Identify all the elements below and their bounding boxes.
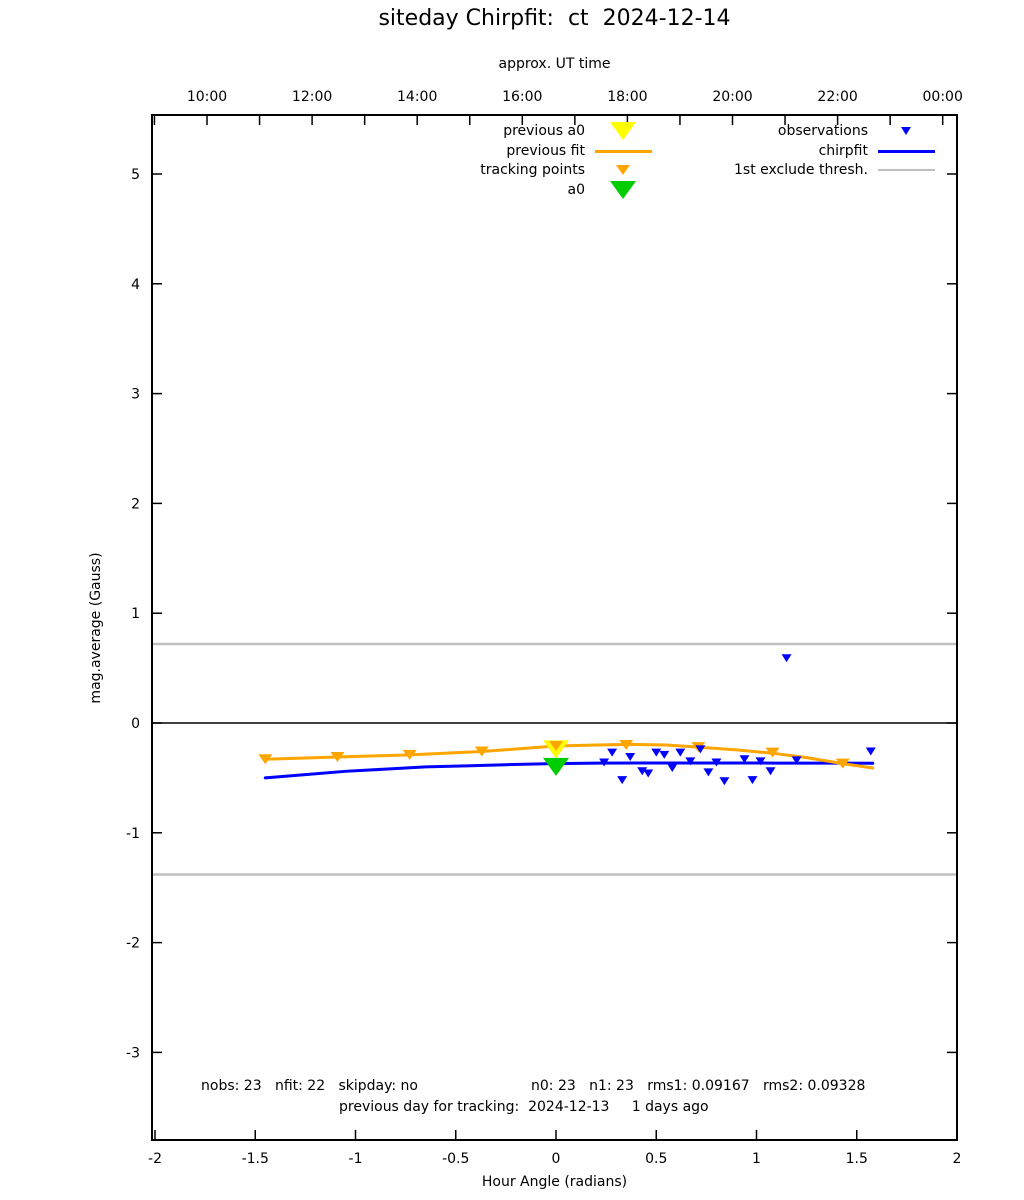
y-tick-label: 5 — [131, 167, 140, 183]
x-tick-label: -0.5 — [442, 1151, 469, 1167]
x-tick-label: 2 — [953, 1151, 962, 1167]
observations-point — [755, 757, 766, 766]
legend-label: chirpfit — [818, 143, 868, 159]
x-tick-label: -1.5 — [242, 1151, 269, 1167]
observations-point — [617, 776, 628, 785]
legend-item-exclude-thresh: 1st exclude thresh. — [528, 160, 944, 180]
top-axis-label: approx. UT time — [498, 56, 611, 72]
observations-point — [765, 767, 776, 776]
legend-label: observations — [777, 123, 868, 139]
x-tick-label: -1 — [349, 1151, 363, 1167]
observations-point — [659, 750, 670, 759]
legend-item-previous-a0: previous a0 — [245, 121, 661, 141]
x2-tick-label: 20:00 — [712, 89, 752, 105]
legend-label: 1st exclude thresh. — [734, 162, 868, 178]
x2-tick-label: 12:00 — [292, 89, 332, 105]
x2-tick-label: 14:00 — [397, 89, 437, 105]
legend-label: tracking points — [480, 162, 585, 178]
observations-point — [711, 758, 722, 767]
observations-point — [651, 748, 662, 757]
x2-tick-label: 18:00 — [607, 89, 647, 105]
y-axis-label: mag.average (Gauss) — [88, 552, 104, 704]
observations-point — [747, 776, 758, 785]
observations-point — [675, 748, 686, 757]
observations-point — [637, 767, 648, 776]
legend-label: previous a0 — [503, 123, 585, 139]
observations-point — [667, 764, 678, 773]
y-tick-label: 4 — [131, 277, 140, 293]
x2-tick-label: 00:00 — [923, 89, 963, 105]
y-tick-label: 2 — [131, 496, 140, 512]
observations-point — [719, 777, 730, 786]
triangle-down-icon — [616, 165, 630, 175]
x-tick-label: 1 — [752, 1151, 761, 1167]
observations-point — [685, 757, 696, 766]
x2-tick-label: 22:00 — [817, 89, 857, 105]
y-tick-label: 0 — [131, 716, 140, 732]
y-tick-label: -2 — [126, 936, 140, 952]
line-sample-icon — [877, 169, 935, 171]
tracking-points-point — [474, 746, 489, 757]
x-axis-label: Hour Angle (radians) — [481, 1174, 628, 1190]
observations-point — [625, 753, 636, 762]
x2-tick-label: 10:00 — [187, 89, 227, 105]
triangle-down-icon — [610, 181, 636, 199]
stats-line1-left: nobs: 23 nfit: 22 skipday: no — [201, 1078, 418, 1094]
tracking-points-point — [330, 752, 345, 763]
legend-label: previous fit — [506, 143, 585, 159]
triangle-down-icon — [901, 127, 911, 135]
legend-item-observations: observations — [528, 121, 944, 141]
observations-point — [865, 747, 876, 756]
tracking-points-point — [258, 754, 273, 765]
y-tick-label: 3 — [131, 387, 140, 403]
x-tick-label: 0 — [552, 1151, 561, 1167]
observations-point — [695, 745, 706, 754]
chart-title: siteday Chirpfit: ct 2024-12-14 — [378, 6, 731, 31]
tracking-points-point — [835, 758, 850, 769]
legend-label: a0 — [567, 182, 586, 198]
chirpfit-line — [263, 761, 875, 780]
observations-point — [703, 768, 714, 777]
x-tick-label: -2 — [148, 1151, 162, 1167]
a0-point — [543, 757, 569, 776]
tracking-points-point — [402, 749, 417, 760]
stats-line1-right: n0: 23 n1: 23 rms1: 0.09167 rms2: 0.0932… — [531, 1078, 866, 1094]
y-tick-label: 1 — [131, 606, 140, 622]
legend-item-previous-fit: previous fit — [245, 141, 661, 161]
y-tick-label: -1 — [126, 826, 140, 842]
x-tick-label: 0.5 — [645, 1151, 667, 1167]
legend-item-a0: a0 — [245, 180, 661, 200]
observations-point — [643, 769, 654, 778]
tracking-points-point — [765, 747, 780, 758]
line-sample-icon — [877, 149, 935, 153]
observations-point — [607, 748, 618, 757]
observations-point — [739, 755, 750, 764]
plot-border — [151, 114, 958, 1141]
y-tick-label: -3 — [126, 1045, 140, 1061]
triangle-down-icon — [610, 122, 636, 140]
tracking-points-point — [549, 741, 563, 752]
observations-point — [781, 654, 792, 663]
x-tick-label: 1.5 — [846, 1151, 868, 1167]
observations-point — [599, 758, 610, 767]
stats-line2: previous day for tracking: 2024-12-13 1 … — [339, 1099, 709, 1115]
tracking-points-point — [619, 739, 634, 750]
line-sample-icon — [594, 149, 652, 153]
legend-item-tracking-points: tracking points — [245, 160, 661, 180]
observations-point — [791, 756, 802, 765]
x2-tick-label: 16:00 — [502, 89, 542, 105]
legend-item-chirpfit: chirpfit — [528, 141, 944, 161]
